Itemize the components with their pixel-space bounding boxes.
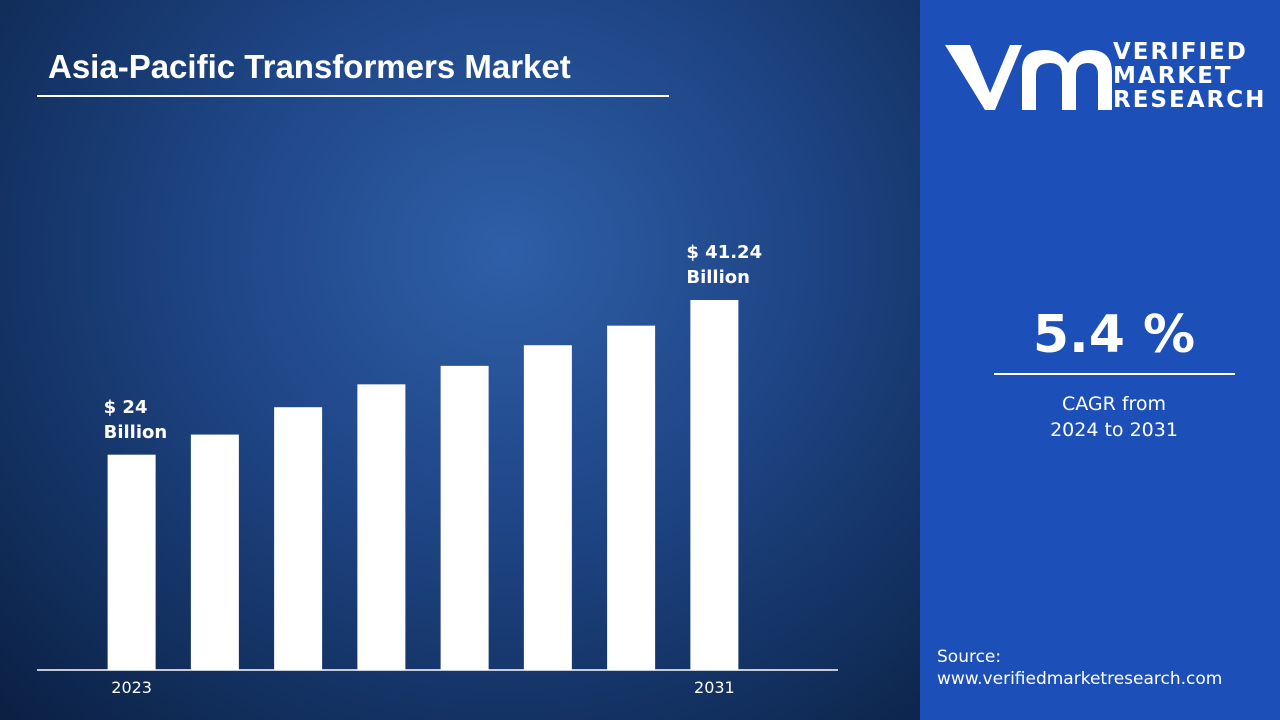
bar xyxy=(607,325,656,670)
bar xyxy=(107,454,156,670)
logo-mark xyxy=(945,45,1112,110)
title-rule xyxy=(37,95,669,97)
bar xyxy=(523,345,572,670)
brand-line: RESEARCH xyxy=(1113,87,1267,113)
source-url: www.verifiedmarketresearch.com xyxy=(937,669,1223,689)
brand-line: VERIFIED xyxy=(1113,39,1248,65)
value-label: $ 24 Billion xyxy=(103,396,168,443)
source-label: Source: xyxy=(937,647,1002,667)
brand: VERIFIED MARKET RESEARCH xyxy=(1113,40,1266,112)
info-panel xyxy=(920,0,1280,720)
x-tick-label: 2031 xyxy=(694,678,735,697)
chart: 2023 2031 xyxy=(0,0,920,720)
chart-panel: 2023 2031 Asia-Pacific Transformers Marke… xyxy=(0,0,920,720)
bar xyxy=(690,300,739,670)
cagr-rule xyxy=(994,373,1235,375)
cagr-label: CAGR from 2024 to 2031 xyxy=(1050,393,1178,441)
chart-title: Asia-Pacific Transformers Market xyxy=(48,48,571,85)
x-tick-label: 2023 xyxy=(111,678,152,697)
bar xyxy=(274,407,323,670)
bar xyxy=(190,434,239,670)
bar xyxy=(440,365,489,670)
cagr-value: 5.4 % xyxy=(1032,305,1196,365)
value-label: $ 41.24 Billion xyxy=(686,242,763,288)
bar xyxy=(357,384,406,670)
brand-line: MARKET xyxy=(1113,63,1233,89)
